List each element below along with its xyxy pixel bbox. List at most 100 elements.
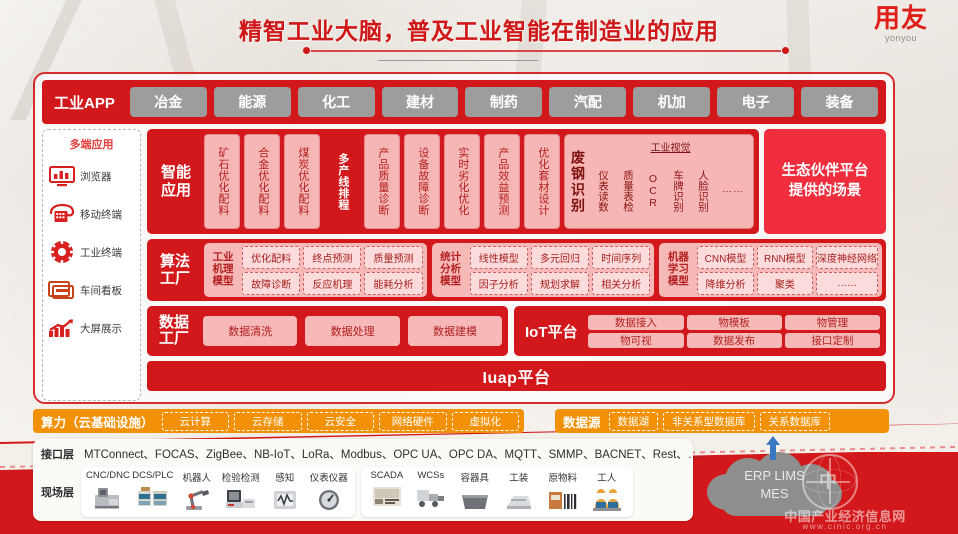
- algo-cell-factor-analysis[interactable]: 因子分析: [469, 271, 528, 295]
- app-chip-jiancai[interactable]: 建材: [381, 87, 459, 117]
- field-item-cnc-dnc[interactable]: CNC/DNC: [86, 470, 130, 510]
- datasource-cell-nosql-db[interactable]: 非关系型数据库: [663, 411, 755, 431]
- app-chip-yejin[interactable]: 冶金: [129, 87, 207, 117]
- field-item-inspection[interactable]: 检验检测: [220, 470, 262, 513]
- vision-item-meter-reading[interactable]: 仪表读数: [597, 169, 609, 212]
- eco-partner-platform[interactable]: 生态伙伴平台 提供的场景: [764, 129, 886, 234]
- datasource-cell-relational-db[interactable]: 关系数据库: [759, 411, 831, 431]
- smart-tag-material-design[interactable]: 优化套材设计: [524, 134, 560, 229]
- watermark-mark: 中: [819, 471, 837, 491]
- algo-cell-rnn-model[interactable]: RNN模型: [756, 245, 814, 269]
- field-item-worker[interactable]: 工人: [586, 470, 628, 513]
- vision-item-quality-inspection[interactable]: 质量表检: [622, 169, 634, 212]
- compute-cell-virtualization[interactable]: 虚拟化: [451, 411, 520, 431]
- smart-tag-benefit-forecast[interactable]: 产品效益预测: [484, 134, 520, 229]
- architecture-card: 工业APP 冶金 能源 化工 建材 制药 汽配 机加 电子 装备 多端应用 浏览…: [33, 72, 895, 404]
- sidebar-item-industrial-terminal[interactable]: 工业终端: [48, 233, 135, 271]
- iot-cell-thing-visualization[interactable]: 物可视: [588, 332, 684, 348]
- watermark: 中 中国产业经济信息网 www.cinic.org.cn: [740, 454, 950, 531]
- algo-cell-linear-model[interactable]: 线性模型: [469, 245, 528, 269]
- compute-cell-cloud-computing[interactable]: 云计算: [161, 411, 230, 431]
- algo-cell-energy-analysis[interactable]: 能耗分析: [364, 271, 423, 295]
- multi-terminal-sidebar: 多端应用 浏览器 移动终端 工业终: [42, 129, 141, 401]
- field-item-dcs-plc[interactable]: DCS/PLC: [132, 470, 174, 510]
- field-item-wcs[interactable]: WCSs: [410, 470, 452, 510]
- header: 精智工业大脑，普及工业智能在制造业的应用 用友 yonyou: [0, 0, 958, 70]
- algo-cell-correlation-analysis[interactable]: 相关分析: [592, 271, 651, 295]
- app-chip-qipei[interactable]: 汽配: [549, 87, 627, 117]
- smart-tag-ore-blending[interactable]: 矿石优化配料: [204, 134, 240, 229]
- field-group-systems: SCADA WCSs 容器具 工装 原物料: [360, 467, 633, 517]
- algo-cell-cnn-model[interactable]: CNN模型: [697, 245, 754, 269]
- iot-cell-data-ingest[interactable]: 数据接入: [588, 314, 684, 330]
- algo-cell-time-series[interactable]: 时间序列: [592, 245, 651, 269]
- field-item-sensing[interactable]: 感知: [264, 470, 306, 513]
- app-chip-huagong[interactable]: 化工: [297, 87, 375, 117]
- algo-cell-endpoint-prediction[interactable]: 终点预测: [303, 245, 362, 269]
- app-chip-nengyuan[interactable]: 能源: [213, 87, 291, 117]
- interface-layer-protocols: MTConnect、FOCAS、ZigBee、NB-IoT、LoRa、Modbu…: [84, 449, 703, 461]
- rule-dot-right: [782, 47, 789, 54]
- field-item-container[interactable]: 容器具: [454, 470, 496, 513]
- smart-tag-quality-diagnosis[interactable]: 产品质量诊断: [364, 134, 400, 229]
- data-factory-label: 数据 工厂: [158, 313, 189, 347]
- watermark-name: 中国产业经济信息网: [784, 509, 906, 524]
- algo-cell-deep-neural-network[interactable]: 深度神经网络: [816, 245, 879, 269]
- iot-cell-thing-management[interactable]: 物管理: [784, 314, 880, 330]
- app-chip-dianzi[interactable]: 电子: [717, 87, 795, 117]
- sidebar-item-workshop-board[interactable]: 车间看板: [48, 271, 135, 309]
- vision-item-plate-recognition[interactable]: 车牌识别: [672, 169, 684, 212]
- app-chip-zhuangbei[interactable]: 装备: [801, 87, 878, 117]
- datasource-cell-data-lake[interactable]: 数据湖: [608, 411, 659, 431]
- cloud-systems-text: ERP LIMS MES: [744, 468, 805, 501]
- field-item-tooling[interactable]: 工装: [498, 470, 540, 513]
- algo-cell-reaction-mechanism[interactable]: 反应机理: [303, 271, 362, 295]
- field-caption-wcs: WCSs: [417, 470, 445, 481]
- chart-growth-icon: [48, 316, 75, 340]
- algo-cell-fault-diagnosis[interactable]: 故障诊断: [242, 271, 301, 295]
- algo-cell-quality-prediction[interactable]: 质量预测: [364, 245, 423, 269]
- rule-line: [311, 50, 781, 52]
- field-group-equipment: CNC/DNC DCS/PLC 机器人 检验检测 感知: [81, 467, 355, 517]
- field-caption-worker: 工人: [597, 473, 617, 484]
- vision-item-ocr[interactable]: OCR: [647, 172, 659, 209]
- smart-tag-multiline-scheduling[interactable]: 多产线排程: [324, 134, 360, 229]
- smart-tag-fault-diagnosis[interactable]: 设备故障诊断: [404, 134, 440, 229]
- algo-cell-programming-solver[interactable]: 规划求解: [530, 271, 590, 295]
- compute-cell-cloud-security[interactable]: 云安全: [306, 411, 375, 431]
- compute-cell-network-hardware[interactable]: 网络硬件: [379, 411, 447, 431]
- smart-tag-realtime-degradation[interactable]: 实时劣化优化: [444, 134, 480, 229]
- field-item-scada[interactable]: SCADA: [366, 470, 408, 510]
- field-item-robot[interactable]: 机器人: [176, 470, 218, 513]
- algo-cell-dimension-reduction[interactable]: 降维分析: [697, 271, 754, 295]
- iuap-platform-bar[interactable]: Iuap平台: [147, 361, 886, 391]
- vision-item-face-recognition[interactable]: 人脸识别: [697, 169, 709, 212]
- sidebar-item-mobile[interactable]: 移动终端: [48, 195, 135, 233]
- iot-cell-thing-template[interactable]: 物模板: [686, 314, 782, 330]
- inspection-device-icon: [225, 490, 255, 508]
- algo-group-mechanism-cells: 优化配料 终点预测 质量预测 故障诊断 反应机理 能耗分析: [242, 245, 423, 295]
- data-pill-cleaning[interactable]: 数据清洗: [203, 316, 298, 346]
- datasource-label: 数据源: [563, 415, 601, 430]
- smart-tag-alloy-blending[interactable]: 合金优化配料: [244, 134, 280, 229]
- data-pill-modeling[interactable]: 数据建模: [407, 316, 503, 346]
- scrap-steel-recognition-label[interactable]: 废钢识别: [570, 149, 586, 214]
- field-caption-robot: 机器人: [182, 473, 212, 484]
- algo-cell-optimized-blending[interactable]: 优化配料: [242, 245, 301, 269]
- compute-cell-cloud-storage[interactable]: 云存储: [234, 411, 302, 431]
- external-systems-cloud[interactable]: ERP LIMS MES: [707, 452, 842, 522]
- field-item-instruments[interactable]: 仪表仪器: [308, 470, 350, 513]
- iot-cell-interface-customization[interactable]: 接口定制: [784, 332, 880, 348]
- app-chip-zhiyao[interactable]: 制药: [465, 87, 543, 117]
- sidebar-item-browser[interactable]: 浏览器: [48, 157, 135, 195]
- yonyou-logo: 用友 yonyou: [858, 5, 944, 43]
- app-chip-jijia[interactable]: 机加: [633, 87, 711, 117]
- algo-cell-clustering[interactable]: 聚类: [756, 271, 814, 295]
- sidebar-item-big-screen[interactable]: 大屏展示: [48, 309, 135, 347]
- field-item-raw-material[interactable]: 原物料: [542, 470, 584, 513]
- field-layer-label: 现场层: [41, 487, 74, 499]
- data-pill-processing[interactable]: 数据处理: [305, 316, 400, 346]
- smart-tag-coal-blending[interactable]: 煤炭优化配料: [284, 134, 320, 229]
- iot-cell-data-publish[interactable]: 数据发布: [686, 332, 782, 348]
- algo-cell-multiple-regression[interactable]: 多元回归: [530, 245, 590, 269]
